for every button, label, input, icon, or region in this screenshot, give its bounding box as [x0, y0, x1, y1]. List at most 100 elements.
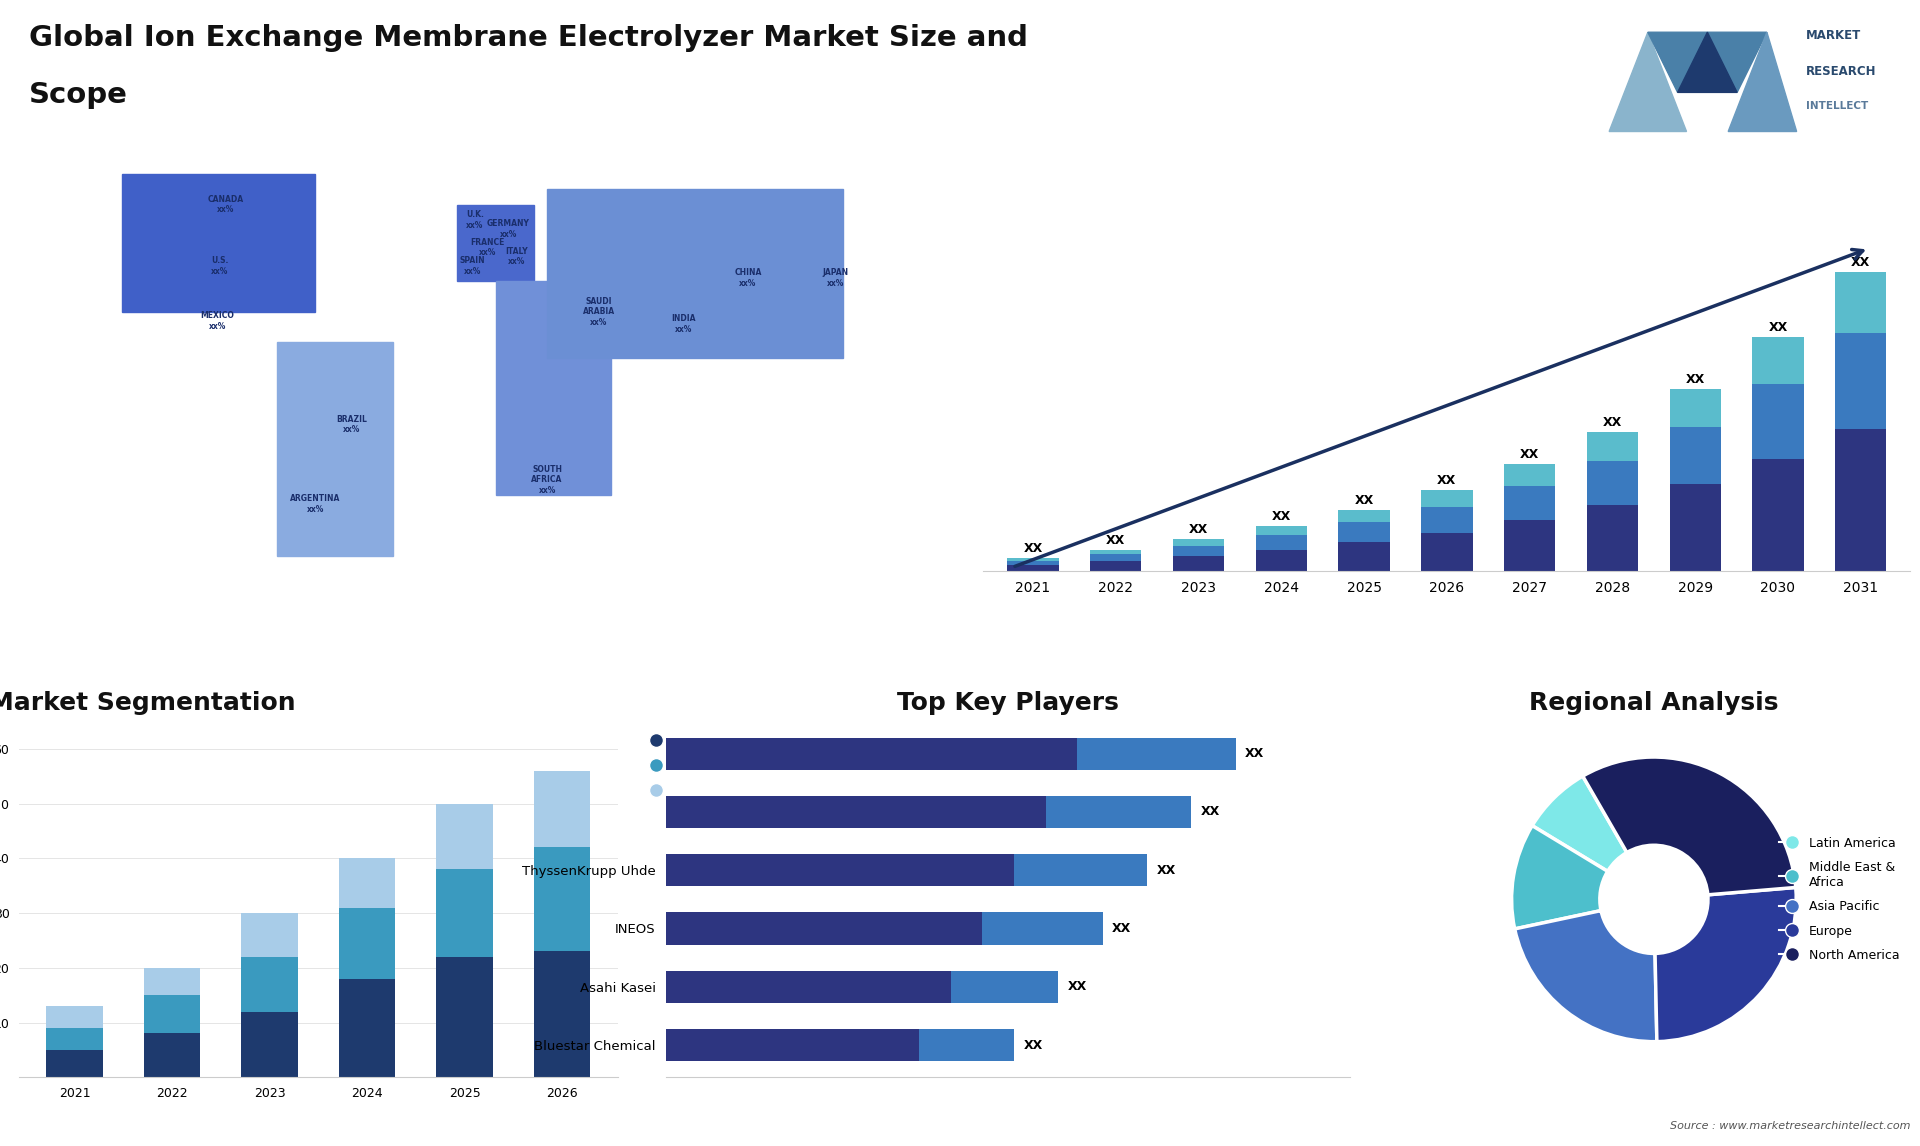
Bar	[534, 847, 591, 951]
Bar	[46, 1050, 104, 1077]
Text: SOUTH
AFRICA
xx%: SOUTH AFRICA xx%	[532, 465, 563, 495]
Text: ARGENTINA
xx%: ARGENTINA xx%	[290, 494, 340, 513]
Polygon shape	[1678, 32, 1738, 93]
Text: XX: XX	[1023, 1038, 1043, 1052]
Polygon shape	[1707, 32, 1766, 93]
Text: Global Ion Exchange Membrane Electrolyzer Market Size and: Global Ion Exchange Membrane Electrolyze…	[29, 24, 1027, 52]
Legend: Latin America, Middle East &
Africa, Asia Pacific, Europe, North America: Latin America, Middle East & Africa, Asi…	[1774, 832, 1905, 967]
Bar	[1338, 542, 1390, 572]
Bar	[1586, 461, 1638, 504]
Bar	[666, 912, 983, 944]
Bar	[144, 1034, 200, 1077]
Bar	[950, 971, 1058, 1003]
Text: GERMANY
xx%: GERMANY xx%	[488, 220, 530, 238]
Bar	[436, 803, 493, 869]
Bar	[534, 951, 591, 1077]
Wedge shape	[1582, 758, 1795, 895]
Text: XX: XX	[1521, 448, 1540, 461]
Bar	[1014, 854, 1146, 886]
Bar	[1008, 560, 1058, 565]
Bar	[1173, 556, 1225, 572]
Title: Top Key Players: Top Key Players	[897, 691, 1119, 715]
Text: XX: XX	[1851, 257, 1870, 269]
Text: XX: XX	[1244, 747, 1263, 760]
Text: XX: XX	[1768, 321, 1788, 335]
Bar	[1091, 550, 1140, 554]
Bar	[1091, 554, 1140, 560]
Text: U.K.
xx%: U.K. xx%	[467, 211, 484, 229]
Bar	[1008, 558, 1058, 560]
Text: Scope: Scope	[29, 81, 127, 109]
Bar	[1836, 429, 1885, 572]
Bar	[1670, 485, 1720, 572]
Text: MEXICO
xx%: MEXICO xx%	[200, 312, 234, 330]
Bar	[547, 189, 843, 358]
Text: SAUDI
ARABIA
xx%: SAUDI ARABIA xx%	[582, 297, 614, 327]
Text: ITALY
xx%: ITALY xx%	[505, 248, 528, 266]
Text: CHINA
xx%: CHINA xx%	[733, 268, 762, 288]
Bar	[436, 957, 493, 1077]
Text: XX: XX	[1271, 510, 1290, 523]
Bar	[1256, 526, 1308, 535]
Bar	[436, 869, 493, 957]
Bar	[242, 957, 298, 1012]
Text: FRANCE
xx%: FRANCE xx%	[470, 238, 505, 257]
Bar	[1586, 504, 1638, 572]
Bar	[1836, 333, 1885, 429]
Wedge shape	[1655, 887, 1797, 1042]
Bar	[1753, 337, 1803, 384]
Text: SPAIN
xx%: SPAIN xx%	[459, 257, 486, 275]
Text: XX: XX	[1156, 864, 1175, 877]
Bar	[1753, 460, 1803, 572]
Wedge shape	[1532, 776, 1626, 871]
Text: XX: XX	[1686, 374, 1705, 386]
Bar	[1256, 535, 1308, 550]
Text: XX: XX	[1068, 980, 1087, 994]
Bar	[666, 1029, 920, 1061]
Bar	[1586, 432, 1638, 461]
Text: JAPAN
xx%: JAPAN xx%	[822, 268, 849, 288]
Bar	[1421, 489, 1473, 507]
Text: RESEARCH: RESEARCH	[1805, 65, 1876, 78]
Bar	[1256, 550, 1308, 572]
Bar	[1173, 545, 1225, 556]
Text: U.S.
xx%: U.S. xx%	[211, 257, 228, 275]
Text: XX: XX	[1023, 542, 1043, 555]
Polygon shape	[1728, 32, 1797, 132]
Text: XX: XX	[1106, 534, 1125, 547]
Bar	[123, 174, 315, 312]
Bar	[144, 967, 200, 995]
Title: Regional Analysis: Regional Analysis	[1528, 691, 1778, 715]
Bar	[1421, 533, 1473, 572]
Bar	[1503, 464, 1555, 486]
Text: Market Segmentation: Market Segmentation	[0, 691, 296, 715]
Bar	[46, 1028, 104, 1050]
Bar	[242, 1012, 298, 1077]
Bar	[340, 979, 396, 1077]
Bar	[1091, 560, 1140, 572]
Wedge shape	[1515, 911, 1657, 1042]
Bar	[983, 912, 1102, 944]
Bar	[1503, 520, 1555, 572]
Bar	[666, 854, 1014, 886]
Text: INTELLECT: INTELLECT	[1805, 102, 1868, 111]
Text: XX: XX	[1438, 474, 1457, 487]
Bar	[495, 281, 611, 495]
Bar	[920, 1029, 1014, 1061]
Bar	[457, 205, 534, 281]
Text: XX: XX	[1188, 523, 1208, 536]
Text: XX: XX	[1603, 416, 1622, 430]
Bar	[1670, 390, 1720, 426]
Bar	[1753, 384, 1803, 460]
Bar	[666, 738, 1077, 770]
Bar	[46, 1006, 104, 1028]
Text: INDIA
xx%: INDIA xx%	[672, 314, 695, 333]
Bar	[340, 858, 396, 908]
Text: XX: XX	[1112, 923, 1131, 935]
Polygon shape	[1647, 32, 1707, 93]
Text: BRAZIL
xx%: BRAZIL xx%	[336, 415, 367, 434]
Bar	[1173, 539, 1225, 545]
Bar	[242, 913, 298, 957]
Text: CANADA
xx%: CANADA xx%	[207, 195, 244, 214]
Bar	[1338, 510, 1390, 523]
